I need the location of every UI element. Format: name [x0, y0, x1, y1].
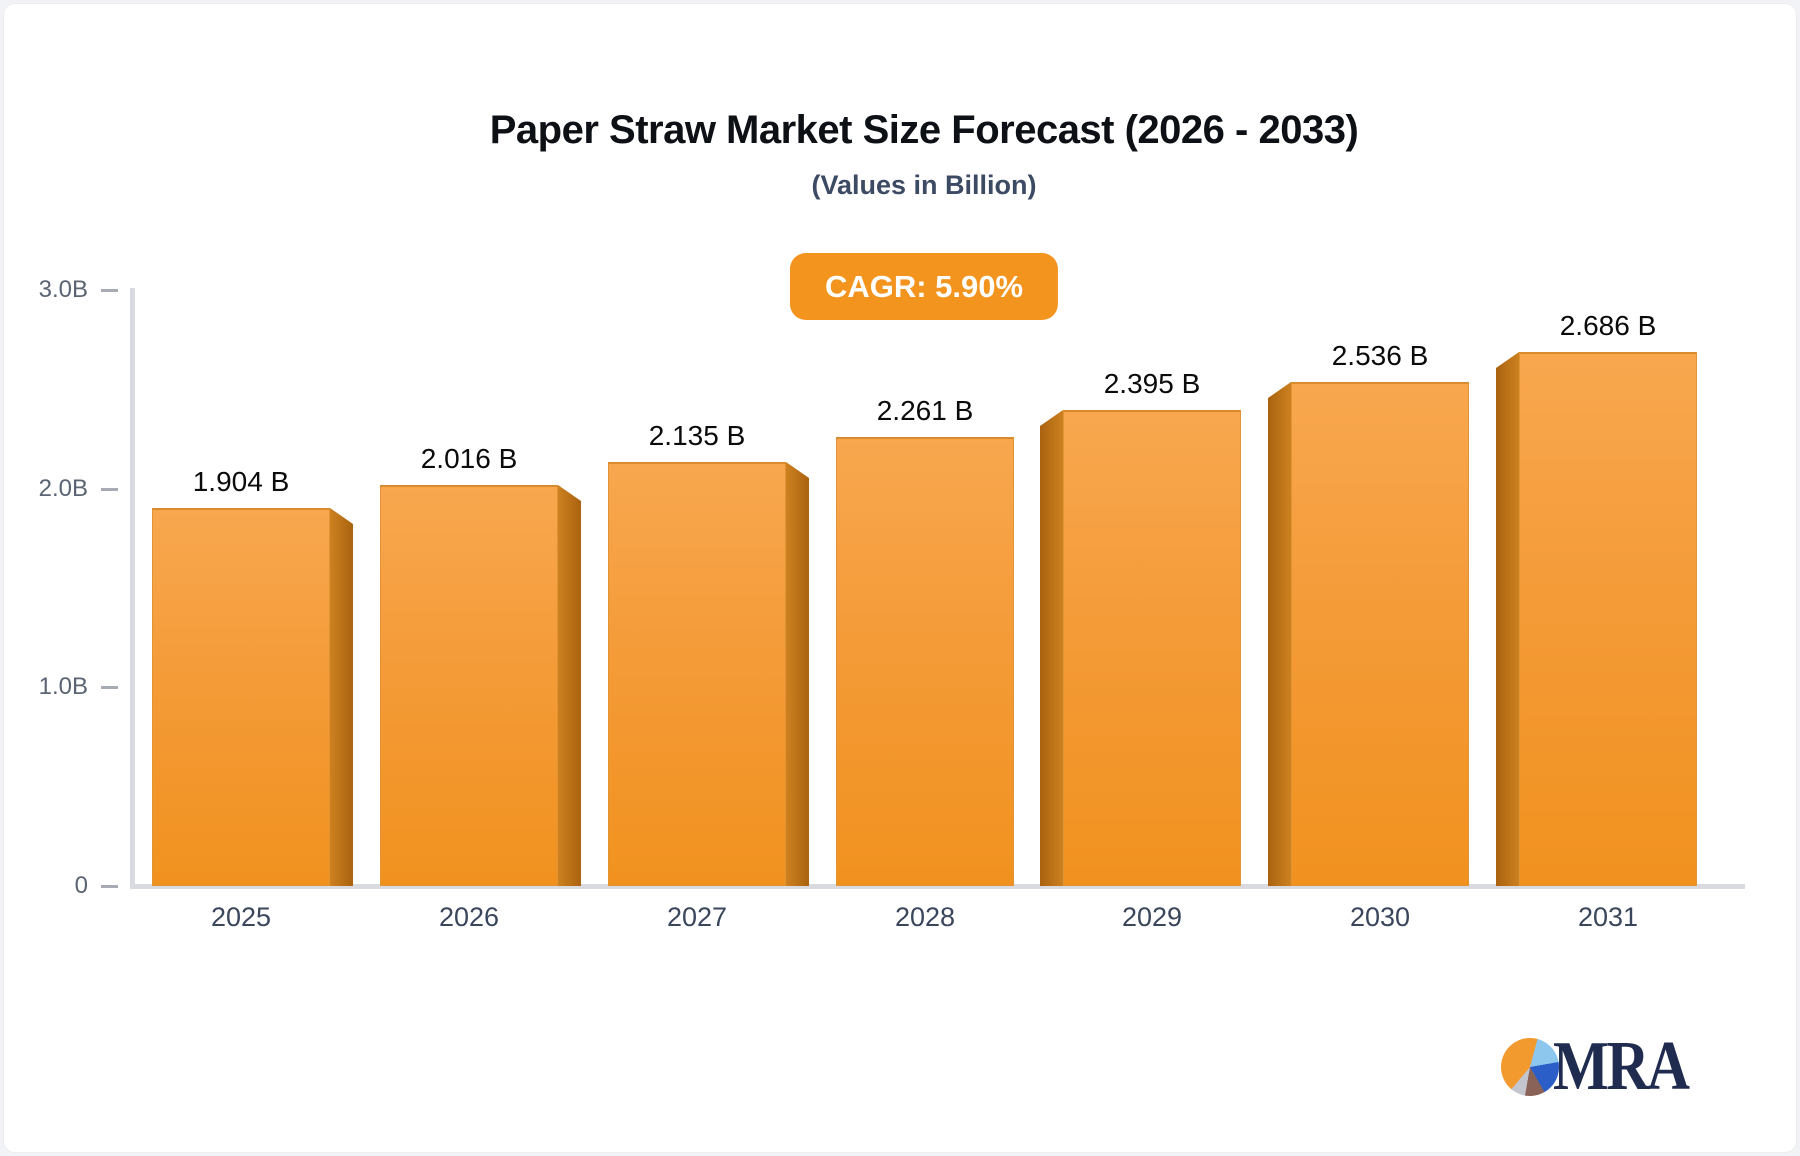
bar-value-label: 2.135 B: [648, 420, 746, 451]
x-axis-line: [130, 884, 1745, 889]
bar-side: [1268, 382, 1291, 886]
chart-subtitle: (Values in Billion): [811, 170, 1037, 200]
bar-2025: [152, 508, 330, 886]
x-axis-label: 2029: [1121, 902, 1183, 932]
x-axis-label: 2027: [666, 902, 728, 932]
y-tick-label: 1.0B: [38, 673, 88, 701]
x-axis-label: 2028: [894, 902, 956, 932]
x-axis-label: 2025: [210, 902, 272, 932]
y-tick-label: 2.0B: [38, 474, 88, 502]
y-tick-label: 0: [74, 872, 88, 899]
bar-value-label: 2.261 B: [876, 395, 974, 426]
x-axis-label: 2026: [438, 902, 500, 932]
bar-2031: [1519, 352, 1697, 886]
bar-side: [1496, 352, 1519, 886]
y-tick-mark: [101, 288, 118, 292]
cagr-badge: CAGR: 5.90%: [789, 253, 1059, 320]
bar-2029: [1063, 410, 1241, 886]
x-axis-label: 2030: [1349, 902, 1411, 932]
page-title: Paper Straw Market Size Forecast (2026 -…: [489, 108, 1359, 152]
bar-value-label: 2.536 B: [1331, 340, 1429, 371]
bar-side: [1040, 410, 1063, 886]
y-tick-mark: [101, 885, 118, 888]
brand-text: MRA: [1553, 1028, 1690, 1105]
bar-2026: [380, 485, 558, 886]
y-tick-mark: [101, 686, 118, 690]
bar-2028: [836, 437, 1014, 886]
x-axis-label: 2031: [1577, 902, 1639, 932]
bar-side: [558, 485, 581, 886]
bar-value-label: 2.016 B: [420, 443, 518, 474]
bar-2030: [1291, 382, 1469, 886]
bar-value-label: 1.904 B: [192, 466, 290, 497]
bar-value-label: 2.395 B: [1103, 368, 1201, 399]
bar-side: [330, 508, 353, 886]
brand-logo: MRA: [1501, 1028, 1711, 1105]
pie-chart-icon: [1501, 1038, 1559, 1096]
y-axis-line: [130, 288, 135, 888]
bar-side: [786, 462, 809, 886]
y-tick-label: 3.0B: [38, 275, 88, 303]
y-tick-mark: [101, 487, 118, 491]
bar-2027: [608, 462, 786, 886]
bar-value-label: 2.686 B: [1559, 310, 1657, 341]
